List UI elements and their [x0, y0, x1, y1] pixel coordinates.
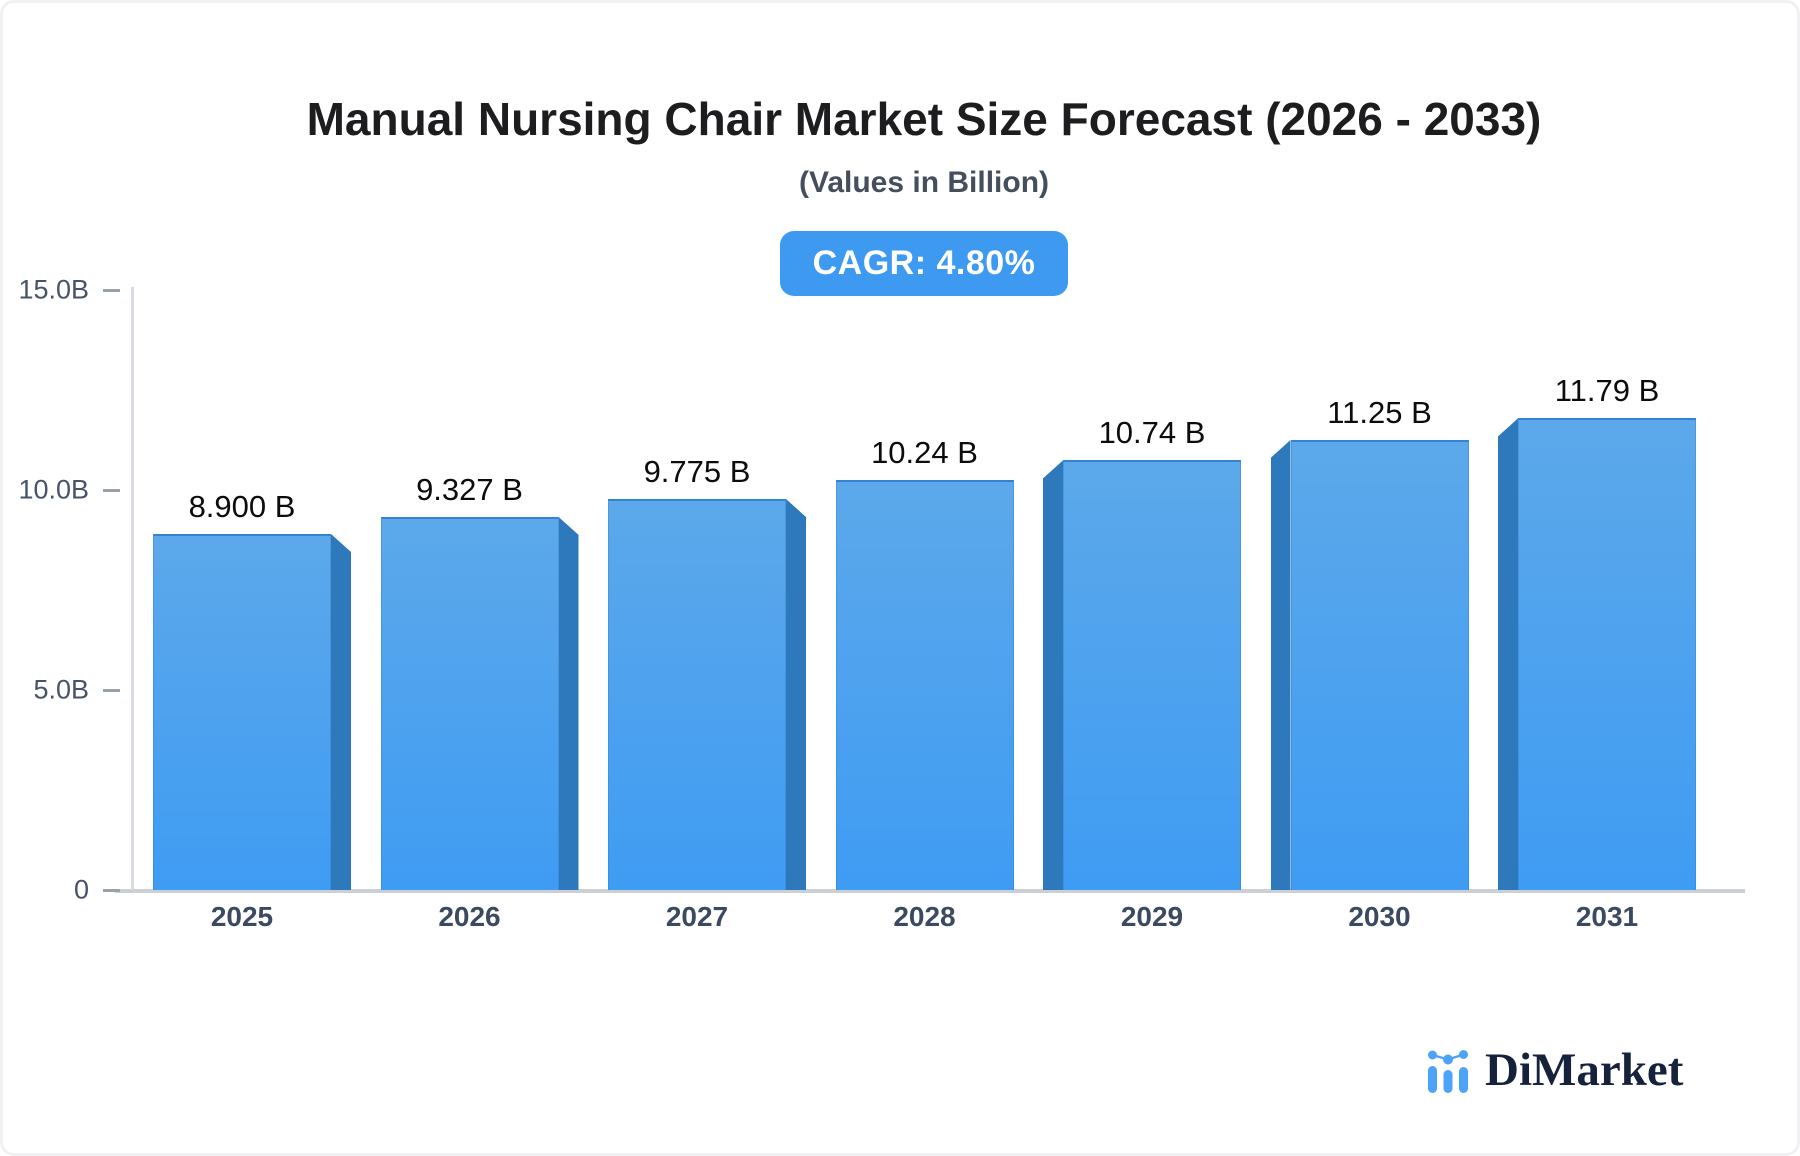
bar-side-3d-2025 — [331, 534, 351, 890]
bar-value-label-2027: 9.775 B — [643, 454, 751, 489]
bar-side-3d-2027 — [786, 499, 806, 890]
chart-header: Manual Nursing Chair Market Size Forecas… — [45, 3, 1797, 296]
dimarket-logo[interactable]: DiMarket — [1424, 1043, 1683, 1097]
y-axis-tick-label-5.0B: 5.0B — [33, 674, 89, 705]
bar-2028[interactable] — [835, 480, 1014, 890]
bar-side-3d-2030 — [1270, 440, 1291, 890]
cagr-badge: CAGR: 4.80% — [779, 231, 1069, 296]
y-axis-tick-label-0: 0 — [73, 874, 89, 905]
x-axis-label-2030: 2030 — [1348, 901, 1411, 932]
chart-title: Manual Nursing Chair Market Size Forecas… — [306, 93, 1542, 145]
bar-value-label-2029: 10.74 B — [1098, 415, 1206, 451]
mini-bar-chart-icon — [1424, 1045, 1472, 1095]
y-axis-tick-mark — [103, 689, 120, 692]
y-axis-tick-label-10.0B: 10.0B — [18, 474, 89, 505]
chart-subtitle: (Values in Billion) — [798, 166, 1050, 199]
y-axis-line — [131, 287, 134, 890]
bar-chart: 0 5.0B 10.0B 15.0B 8.900 B 2025 9.327 B 2026 9.… — [3, 3, 1797, 1153]
bar-2025[interactable] — [153, 534, 331, 890]
x-axis-label-2027: 2027 — [665, 901, 729, 932]
y-axis-tick-label-15.0B: 15.0B — [18, 274, 89, 305]
bar-value-label-2030: 11.25 B — [1327, 395, 1432, 430]
bar-2027[interactable] — [608, 499, 786, 890]
bar-2031[interactable] — [1518, 418, 1696, 890]
bar-side-3d-2031 — [1498, 418, 1518, 890]
bar-value-label-2028: 10.24 B — [871, 435, 978, 471]
bar-2030[interactable] — [1290, 440, 1469, 890]
bar-side-3d-2026 — [558, 516, 579, 890]
bar-2029[interactable] — [1063, 460, 1241, 890]
bar-value-label-2026: 9.327 B — [416, 471, 523, 507]
x-axis-label-2031: 2031 — [1575, 901, 1639, 932]
bar-side-3d-2029 — [1043, 460, 1063, 890]
bar-value-label-2025: 8.900 B — [188, 489, 296, 524]
y-axis-tick-mark — [103, 889, 120, 892]
x-axis-label-2029: 2029 — [1120, 901, 1184, 932]
bar-value-label-2031: 11.79 B — [1554, 373, 1660, 409]
logo-text: DiMarket — [1485, 1044, 1684, 1096]
y-axis-tick-mark — [103, 489, 120, 492]
x-axis-line — [115, 889, 1745, 893]
y-axis-tick-mark — [103, 289, 120, 292]
bar-2026[interactable] — [380, 516, 559, 890]
x-axis-label-2025: 2025 — [210, 901, 274, 932]
x-axis-label-2026: 2026 — [438, 901, 501, 932]
x-axis-label-2028: 2028 — [893, 901, 956, 932]
